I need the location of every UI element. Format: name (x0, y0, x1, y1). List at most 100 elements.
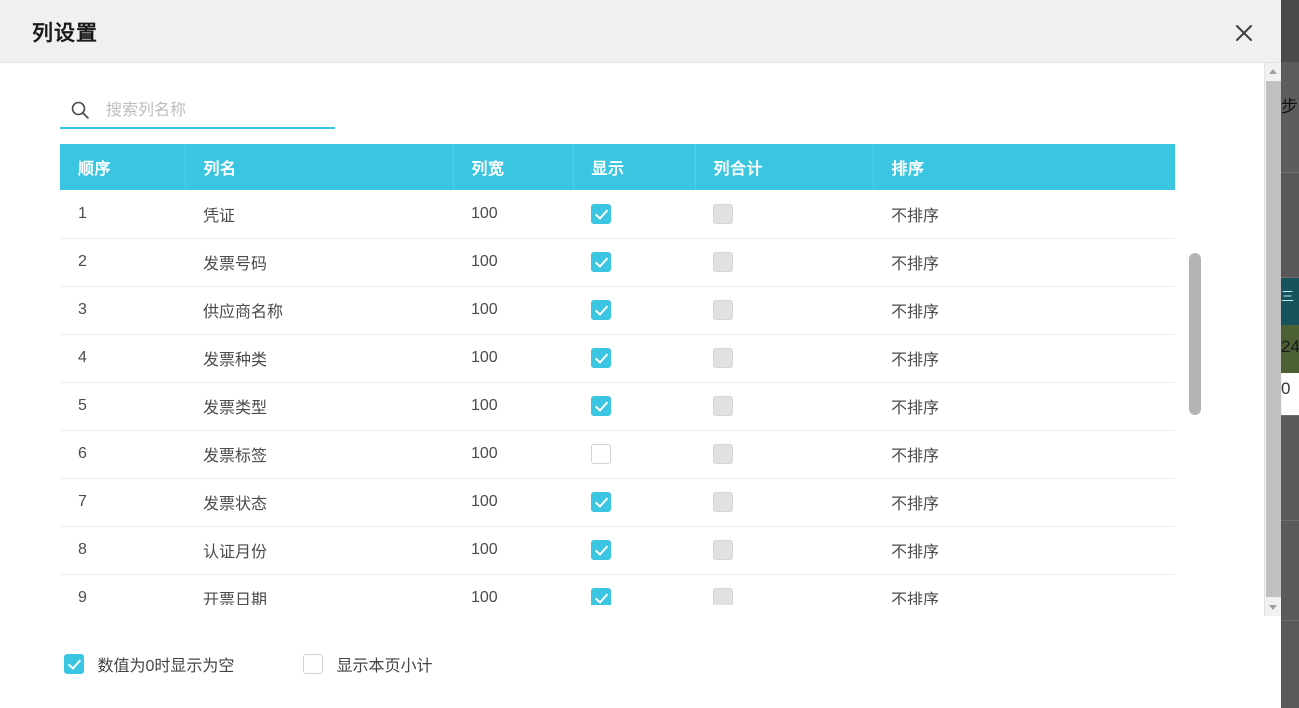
cell-column-total-checkbox (713, 492, 733, 512)
cell-show-checkbox[interactable] (591, 203, 611, 224)
table-row[interactable]: 6 发票标签 100 不排序 (60, 430, 1175, 479)
cell-show-checkbox[interactable] (591, 348, 611, 368)
cell-column-name: 认证月份 (185, 526, 453, 575)
cell-show[interactable] (573, 334, 695, 383)
option-page-subtotal[interactable]: 显示本页小计 (303, 652, 432, 676)
cell-show-checkbox[interactable] (591, 540, 611, 560)
cell-show-checkbox[interactable] (591, 300, 611, 320)
cell-show-checkbox[interactable] (591, 588, 611, 605)
cell-show-checkbox[interactable] (591, 252, 611, 272)
cell-column-name: 发票号码 (185, 238, 453, 287)
background-divider (1281, 620, 1299, 621)
table-row[interactable]: 7 发票状态 100 不排序 (60, 478, 1175, 527)
cell-show[interactable] (573, 526, 695, 575)
cell-column-total[interactable] (695, 382, 873, 431)
cell-show[interactable] (573, 430, 695, 479)
table-body: 1 凭证 100 不排序 2 发票号码 100 不排序 3 供应商名称 100 不排序 4 发票种类 100… (60, 190, 1175, 605)
table-row[interactable]: 8 认证月份 100 不排序 (60, 526, 1175, 575)
dialog-header: 列设置 (0, 0, 1281, 63)
column-header-name[interactable]: 列名 (185, 144, 454, 190)
dialog-title: 列设置 (32, 22, 98, 45)
cell-show[interactable] (573, 238, 695, 287)
dialog-footer: 数值为0时显示为空 显示本页小计 取消 确定 (0, 615, 1281, 708)
option-zero-as-blank[interactable]: 数值为0时显示为空 (64, 652, 234, 676)
table-row[interactable]: 3 供应商名称 100 不排序 (60, 286, 1175, 335)
cell-show[interactable] (573, 190, 695, 239)
cell-show[interactable] (573, 478, 695, 527)
background-divider (1281, 415, 1299, 416)
cell-sort-mode: 不排序 (873, 286, 1175, 335)
cell-column-total-checkbox (713, 444, 733, 464)
cell-column-total[interactable] (695, 526, 873, 575)
option-zero-as-blank-checkbox[interactable] (64, 654, 84, 674)
cell-sequence: 9 (60, 574, 185, 605)
table-header-row: 顺序 列名 列宽 显示 列合计 排序 (60, 144, 1175, 190)
column-header-width[interactable]: 列宽 (453, 144, 574, 190)
cell-column-total[interactable] (695, 334, 873, 383)
cell-column-total[interactable] (695, 430, 873, 479)
cell-sequence: 7 (60, 478, 185, 527)
cell-sort-mode: 不排序 (873, 190, 1175, 239)
cell-sort-mode: 不排序 (873, 238, 1175, 287)
scroll-down-arrow-icon[interactable] (1265, 599, 1281, 616)
dialog-scrollbar-thumb[interactable] (1266, 81, 1281, 597)
cell-column-width: 100 (453, 334, 573, 383)
option-page-subtotal-checkbox[interactable] (303, 654, 323, 674)
cell-column-width: 100 (453, 430, 573, 479)
cell-sort-mode: 不排序 (873, 382, 1175, 431)
cell-show[interactable] (573, 382, 695, 431)
cell-column-total[interactable] (695, 574, 873, 605)
search-input[interactable] (104, 94, 333, 128)
column-header-show[interactable]: 显示 (573, 144, 696, 190)
cell-show-checkbox[interactable] (591, 444, 611, 464)
table-row[interactable]: 4 发票种类 100 不排序 (60, 334, 1175, 383)
cell-sequence: 1 (60, 190, 185, 239)
cell-column-total[interactable] (695, 190, 873, 239)
cell-show-checkbox[interactable] (591, 396, 611, 416)
background-block (1281, 0, 1299, 62)
close-icon[interactable] (1228, 17, 1260, 49)
cell-sort-mode: 不排序 (873, 334, 1175, 383)
cell-sequence: 2 (60, 238, 185, 287)
cell-show[interactable] (573, 286, 695, 335)
cell-column-total-checkbox (713, 540, 733, 560)
background-divider (1281, 277, 1299, 278)
column-header-seq[interactable]: 顺序 (60, 144, 186, 190)
background-block (1281, 373, 1299, 415)
cell-column-total[interactable] (695, 478, 873, 527)
scroll-up-arrow-icon[interactable] (1265, 63, 1281, 80)
cell-column-total-checkbox (713, 396, 733, 416)
column-header-total[interactable]: 列合计 (695, 144, 874, 190)
background-block (1281, 62, 1299, 172)
search-icon (70, 100, 90, 120)
cell-column-width: 100 (453, 238, 573, 287)
search-field[interactable] (60, 94, 335, 129)
dialog-scrollbar[interactable] (1264, 63, 1281, 616)
cell-column-name: 供应商名称 (185, 286, 453, 335)
option-zero-as-blank-label: 数值为0时显示为空 (97, 658, 235, 675)
background-block (1281, 415, 1299, 708)
background-text: 三 (1281, 290, 1295, 303)
cell-show-checkbox[interactable] (591, 492, 611, 512)
cell-column-total[interactable] (695, 286, 873, 335)
cell-column-name: 发票状态 (185, 478, 453, 527)
background-block (1281, 172, 1299, 277)
column-header-sort[interactable]: 排序 (873, 144, 1175, 190)
cell-column-total[interactable] (695, 238, 873, 287)
cell-column-total-checkbox (713, 252, 733, 272)
table-row[interactable]: 1 凭证 100 不排序 (60, 190, 1175, 239)
table-row[interactable]: 9 开票日期 100 不排序 (60, 574, 1175, 605)
table-row[interactable]: 2 发票号码 100 不排序 (60, 238, 1175, 287)
cell-sort-mode: 不排序 (873, 478, 1175, 527)
cell-column-width: 100 (453, 190, 573, 239)
cell-show[interactable] (573, 574, 695, 605)
cell-column-total-checkbox (713, 300, 733, 320)
background-divider (1281, 520, 1299, 521)
table-row[interactable]: 5 发票类型 100 不排序 (60, 382, 1175, 431)
cell-column-width: 100 (453, 574, 573, 605)
cell-column-total-checkbox (713, 348, 733, 368)
table-scrollbar-thumb[interactable] (1189, 253, 1201, 415)
cell-column-name: 发票类型 (185, 382, 453, 431)
